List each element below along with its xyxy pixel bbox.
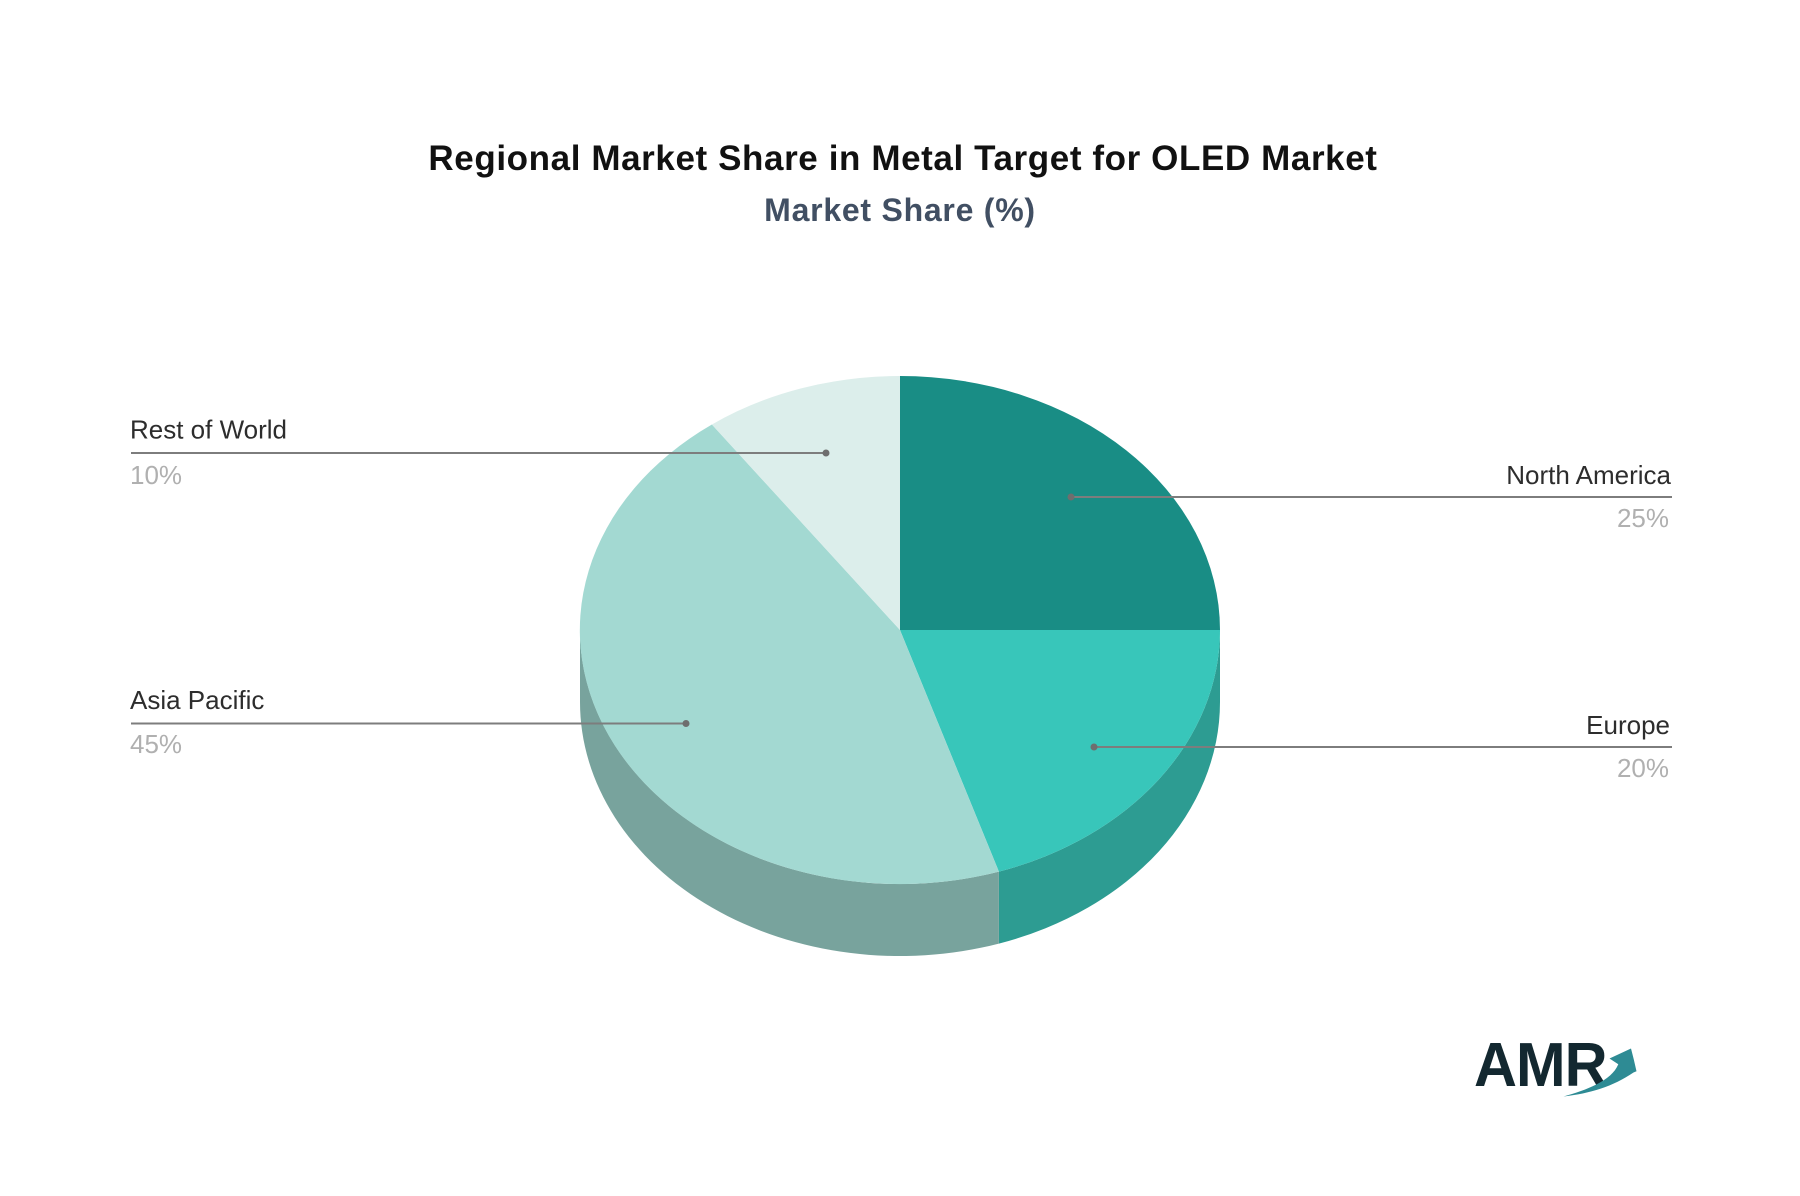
svg-text:AMR: AMR xyxy=(1474,1030,1607,1099)
svg-text:Market Share (%): Market Share (%) xyxy=(764,192,1036,228)
svg-text:20%: 20% xyxy=(1617,753,1669,783)
svg-text:Regional Market Share in Metal: Regional Market Share in Metal Target fo… xyxy=(428,139,1377,178)
svg-text:North America: North America xyxy=(1506,460,1671,490)
svg-text:Rest of World: Rest of World xyxy=(130,415,287,445)
svg-text:10%: 10% xyxy=(130,460,182,490)
svg-text:Europe: Europe xyxy=(1586,710,1670,740)
svg-text:Asia Pacific: Asia Pacific xyxy=(130,685,264,715)
svg-text:45%: 45% xyxy=(130,729,182,759)
svg-text:25%: 25% xyxy=(1617,503,1669,533)
